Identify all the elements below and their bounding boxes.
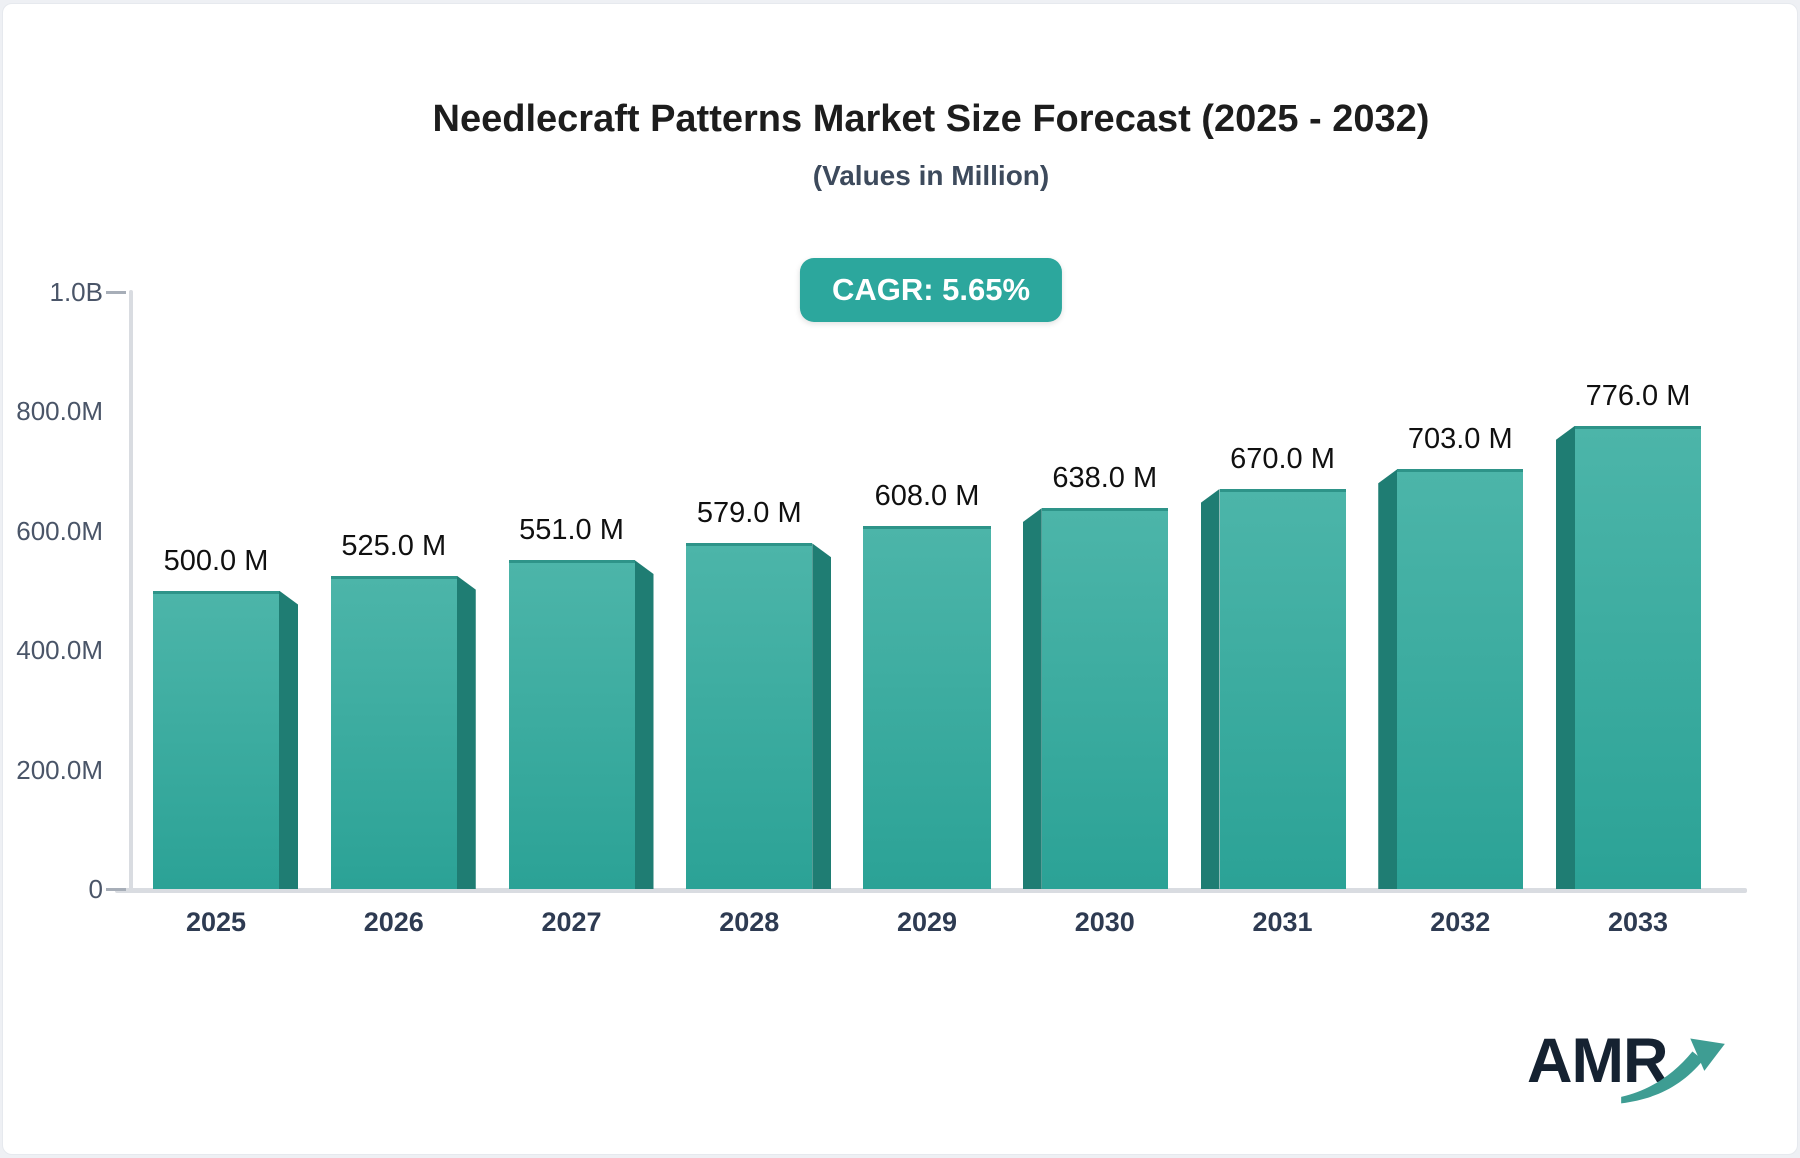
x-axis-category-label: 2031 — [1252, 907, 1313, 937]
bar-2030 — [1041, 508, 1168, 889]
bar-2029 — [863, 526, 991, 889]
bar-value-label: 525.0 M — [341, 529, 447, 562]
x-axis-category-label: 2026 — [363, 907, 424, 937]
bar-side-face — [279, 590, 298, 889]
amr-logo-text: AMR — [1527, 1026, 1668, 1096]
amr-logo: AMR — [1527, 1030, 1747, 1130]
y-axis-line — [129, 290, 133, 892]
x-axis-category-label: 2032 — [1430, 907, 1491, 937]
chart-card: Needlecraft Patterns Market Size Forecas… — [2, 3, 1798, 1155]
x-axis-category-label: 2029 — [896, 907, 958, 937]
y-axis-tick-dash — [106, 291, 126, 294]
x-axis-category-label: 2033 — [1607, 907, 1669, 937]
bar-value-label: 608.0 M — [874, 480, 980, 513]
y-axis-tick-label: 1.0B — [49, 277, 104, 307]
bar-side-face — [1200, 489, 1220, 889]
bar-value-label: 500.0 M — [163, 544, 269, 577]
bar-2028 — [686, 543, 813, 889]
bar-value-label: 579.0 M — [696, 497, 802, 530]
bar-value-label: 638.0 M — [1052, 462, 1158, 495]
bar-2025 — [153, 590, 279, 889]
cagr-badge-label: CAGR: 5.65% — [831, 272, 1031, 307]
chart-subtitle: (Values in Million) — [812, 160, 1050, 191]
bar-2031 — [1219, 489, 1346, 889]
bar-side-face — [634, 560, 654, 889]
y-axis-tick-label: 400.0M — [16, 635, 103, 666]
y-axis-tick-label: 0 — [88, 874, 103, 904]
bar-side-face — [812, 543, 832, 889]
y-axis-tick-label: 200.0M — [16, 754, 103, 785]
chart-title: Needlecraft Patterns Market Size Forecas… — [432, 98, 1430, 140]
y-axis-tick-label: 600.0M — [16, 515, 103, 546]
x-axis-category-label: 2028 — [719, 907, 780, 937]
y-axis-tick-label: 800.0M — [16, 396, 103, 427]
bar-value-label: 551.0 M — [519, 514, 624, 547]
bar-value-label: 670.0 M — [1230, 443, 1335, 475]
x-axis-category-label: 2025 — [185, 907, 247, 937]
bar-side-face — [1022, 508, 1042, 889]
x-axis-category-label: 2027 — [541, 907, 602, 937]
bar-2032 — [1397, 469, 1524, 889]
bar-value-label: 776.0 M — [1585, 379, 1691, 412]
bar-side-face — [456, 575, 476, 889]
x-axis-line — [115, 888, 1747, 893]
bar-side-face — [1378, 469, 1398, 889]
growth-arrow-icon — [1621, 1038, 1725, 1104]
bar-2027 — [508, 560, 635, 889]
bar-2033 — [1575, 425, 1701, 889]
x-axis-category-label: 2030 — [1074, 907, 1135, 937]
bar-2026 — [330, 575, 457, 889]
y-axis-tick-dash — [106, 888, 126, 891]
bar-side-face — [1556, 425, 1575, 889]
bar-value-label: 703.0 M — [1407, 423, 1513, 456]
cagr-badge: CAGR: 5.65% — [799, 258, 1063, 322]
plot-area: 1.0B 800.0M 600.0M 400.0M 200.0M 0 500.0 M 2025… — [3, 4, 1797, 1154]
